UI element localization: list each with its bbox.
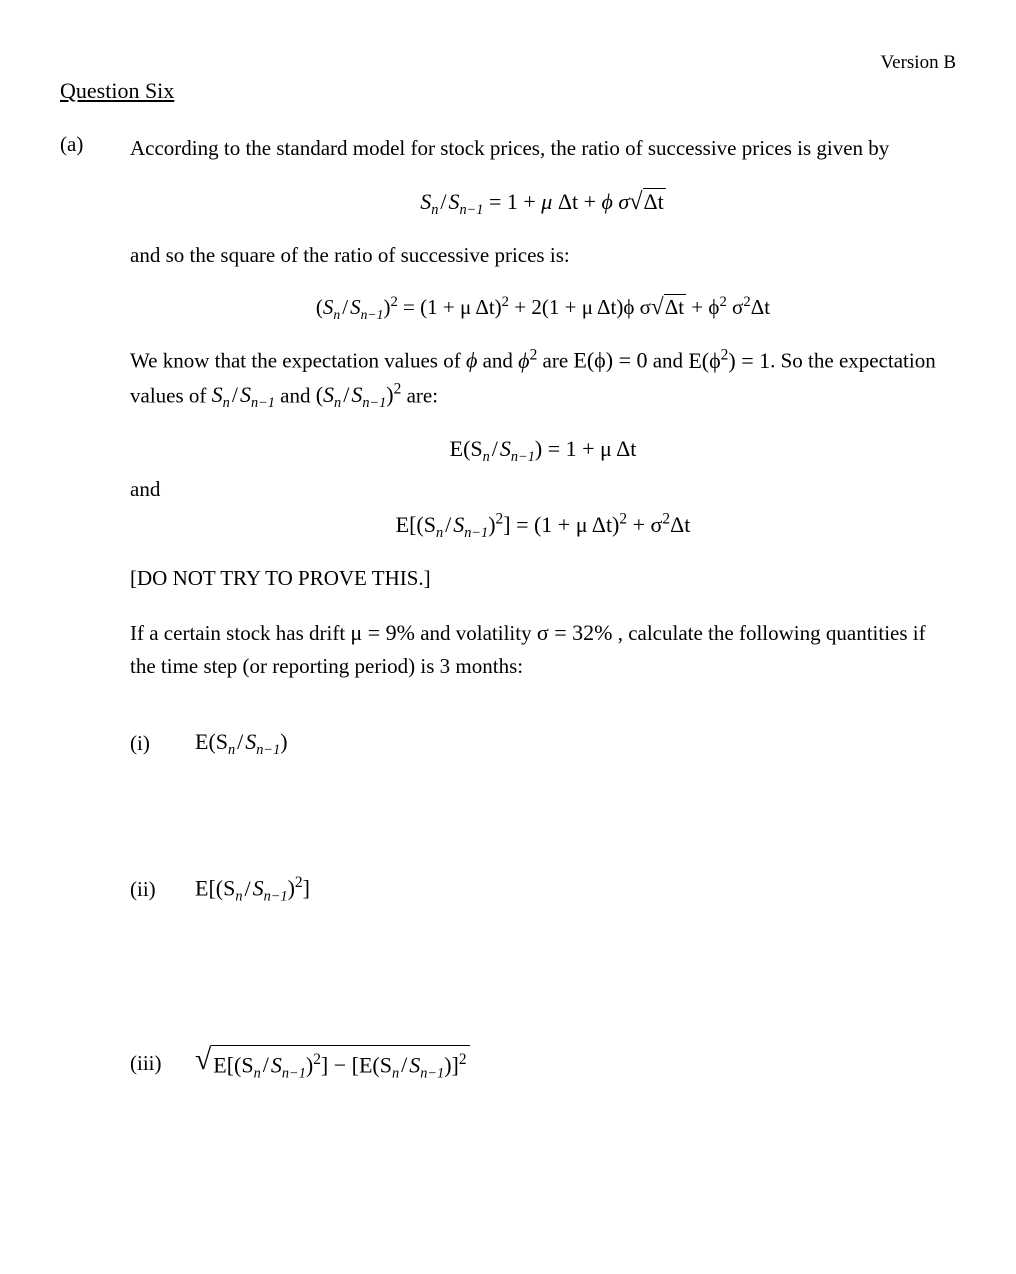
p3n: n (223, 395, 230, 411)
eq4t: + σ (627, 512, 662, 537)
si-S2: S (245, 729, 256, 754)
para4: If a certain stock has drift μ = 9% and … (130, 616, 956, 683)
and-text: and (130, 473, 956, 506)
para3: We know that the expectation values of ϕ… (130, 343, 956, 414)
eq1-dt: Δt (558, 189, 578, 214)
sii-nm1: n−1 (264, 889, 288, 905)
sub-ii: (ii) E[(Sn/Sn−1)2] (130, 871, 956, 908)
eq3nm1: n−1 (511, 449, 535, 465)
eq1-nm1: n−1 (459, 202, 483, 218)
sub-iii: (iii) √ E[(Sn/Sn−1)2] − [E(Sn/Sn−1)]2 (130, 1043, 956, 1085)
sqrt-icon-2: Δt (651, 289, 686, 325)
p4a: If a certain stock has drift (130, 621, 350, 645)
part-a-label: (a) (60, 132, 130, 157)
p3d: and (647, 349, 688, 373)
p3f: and (275, 383, 316, 407)
exam-page: Version B Question Six (a) According to … (0, 0, 1016, 1274)
siii-S3: S (409, 1052, 420, 1077)
version-label: Version B (881, 52, 956, 74)
eq4S2: S (453, 512, 464, 537)
equation-1: Sn/Sn−1 = 1 + μ Δt + ϕ σΔt (130, 183, 956, 221)
eq4l: E[(S (396, 512, 436, 537)
eq4dt: Δt (670, 512, 690, 537)
eq2-mid: + 2(1 + μ Δt)ϕ σ (509, 295, 651, 319)
p3phi: ϕ (466, 348, 477, 373)
eq2-end: + ϕ (686, 295, 719, 319)
intro-text: According to the standard model for stoc… (130, 136, 889, 160)
eq1-sigma: σ (618, 189, 629, 214)
question-title: Question Six (60, 78, 956, 104)
eq2-S1: S (323, 295, 334, 319)
equation-4: E[(Sn/Sn−1)2] = (1 + μ Δt)2 + σ2Δt (130, 507, 956, 544)
p3S2: S (240, 382, 251, 407)
eq3n: n (483, 449, 490, 465)
p3ephi: E(ϕ) = 0 (573, 348, 647, 373)
eq3S2: S (500, 436, 511, 461)
p3c: are (537, 349, 573, 373)
p3nm1: n−1 (251, 395, 275, 411)
p3a: We know that the expectation values of (130, 349, 466, 373)
eq4r: ] = (1 + μ Δt) (503, 512, 619, 537)
eq1-plus: + (578, 189, 601, 214)
equation-2: (Sn/Sn−1)2 = (1 + μ Δt)2 + 2(1 + μ Δt)ϕ … (130, 289, 956, 325)
p3b: and (477, 349, 518, 373)
part-a-body: According to the standard model for stoc… (130, 132, 956, 1084)
siii-n1: n (254, 1065, 261, 1081)
eq2-tail: σ (727, 295, 744, 319)
eq1-phi: ϕ (602, 189, 613, 214)
eq1-sqrt-dt: Δt (643, 188, 666, 214)
si-e: E(S (195, 729, 228, 754)
p4b: and volatility (415, 621, 537, 645)
p3g: are: (401, 383, 438, 407)
siii-b: ] − [E(S (321, 1052, 392, 1077)
part-a-row: (a) According to the standard model for … (60, 132, 956, 1084)
eq2-S2: S (350, 295, 361, 319)
siii-nm12: n−1 (420, 1065, 444, 1081)
sii-S2: S (253, 876, 264, 901)
eq3l: E(S (450, 436, 483, 461)
sub-ii-label: (ii) (130, 873, 195, 906)
line2-text: and so the square of the ratio of succes… (130, 239, 956, 272)
siii-S2: S (271, 1052, 282, 1077)
p4sig: σ = 32% (537, 620, 613, 645)
big-sqrt-icon: √ E[(Sn/Sn−1)2] − [E(Sn/Sn−1)]2 (195, 1045, 470, 1085)
p3S4: S (351, 382, 362, 407)
p3ephi2a: E(ϕ (688, 348, 720, 373)
siii-nm1: n−1 (282, 1065, 306, 1081)
sqrt-icon: Δt (629, 183, 666, 221)
p3S1: S (212, 382, 223, 407)
siii-a: E[(S (213, 1052, 253, 1077)
eq2-eq: = (1 + μ Δt) (398, 295, 502, 319)
p3ephi2b: ) = 1 (728, 348, 770, 373)
eq1-S2: S (448, 189, 459, 214)
sub-i: (i) E(Sn/Sn−1) (130, 725, 956, 761)
siii-c: )] (444, 1052, 459, 1077)
eq1-eq: = 1 + (483, 189, 541, 214)
eq1-mu: μ (541, 189, 552, 214)
p3S3: S (323, 382, 334, 407)
p3nm12: n−1 (362, 395, 386, 411)
sii-t: ] (303, 876, 310, 901)
equation-3: E(Sn/Sn−1) = 1 + μ Δt (130, 432, 956, 468)
eq4nm1: n−1 (464, 525, 488, 541)
p3phi2: ϕ (518, 348, 529, 373)
eq2-sqrt-dt: Δt (664, 294, 686, 319)
sub-i-label: (i) (130, 727, 195, 760)
eq1-S1: S (420, 189, 431, 214)
sii-e: E[(S (195, 876, 235, 901)
warning-text: [DO NOT TRY TO PROVE THIS.] (130, 562, 956, 595)
si-nm1: n−1 (256, 742, 280, 758)
p4mu: μ = 9% (350, 620, 415, 645)
sub-iii-label: (iii) (130, 1047, 195, 1080)
eq2-nm1: n−1 (361, 307, 384, 322)
si-t: ) (280, 729, 287, 754)
eq3r: ) = 1 + μ Δt (535, 436, 636, 461)
eq2-dt2: Δt (751, 295, 770, 319)
